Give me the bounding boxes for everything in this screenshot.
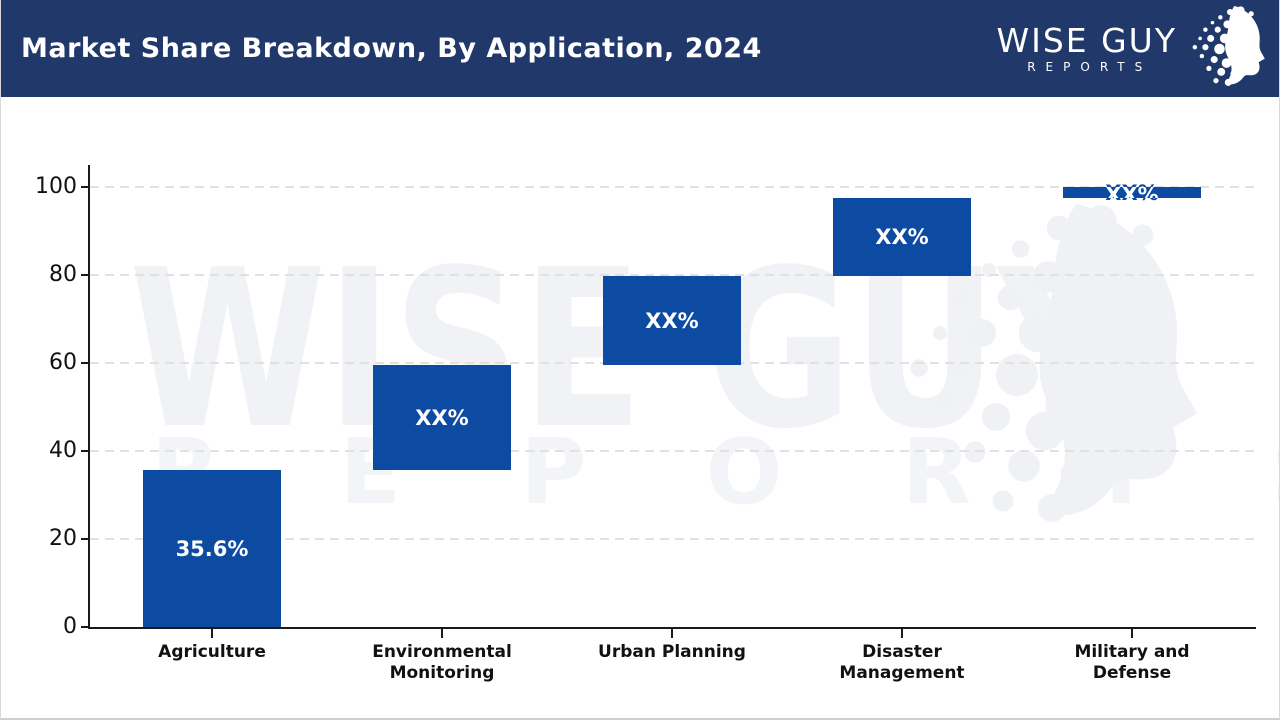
x-category-label: Military and Defense — [1074, 642, 1190, 684]
bar-2: XX%XX% — [373, 365, 511, 471]
bar-label-clip: XX% — [603, 276, 741, 365]
brand-logo: WISE GUY REPORTS — [996, 5, 1267, 93]
bar-value-label: XX% — [875, 225, 929, 250]
y-tick-mark — [81, 538, 89, 540]
x-category-label: Environmental Monitoring — [372, 642, 512, 684]
y-tick-mark — [81, 362, 89, 364]
gridline-40 — [90, 450, 1256, 452]
bar-rect — [1063, 187, 1201, 199]
x-category-label: Urban Planning — [598, 642, 746, 662]
bar-rect — [603, 275, 741, 366]
bar-label-clip: XX% — [1063, 187, 1201, 198]
y-tick-label: 20 — [49, 526, 77, 551]
bar-value-label: XX% — [1105, 187, 1158, 198]
y-tick-mark — [81, 450, 89, 452]
bar-rect — [373, 365, 511, 471]
bar-3: XX%XX% — [603, 275, 741, 366]
y-tick-mark — [81, 274, 89, 276]
bar-label-clip: 35.6% — [143, 470, 281, 627]
y-tick-label: 60 — [49, 350, 77, 375]
y-tick-mark — [81, 626, 89, 628]
y-tick-label: 100 — [35, 174, 77, 199]
x-axis-line — [88, 627, 1256, 629]
bar-value-label: 35.6% — [175, 536, 249, 561]
bar-1: 35.6%35.6% — [143, 470, 281, 627]
bar-rect — [833, 198, 971, 276]
bar-rect — [143, 470, 281, 627]
x-tick-mark — [441, 629, 443, 638]
x-category-label: Disaster Management — [839, 642, 965, 684]
gridline-100 — [90, 186, 1256, 188]
header-bar: Market Share Breakdown, By Application, … — [1, 0, 1279, 97]
x-tick-mark — [1131, 629, 1133, 638]
bar-label-clip: XX% — [833, 198, 971, 275]
bar-5: XX%XX% — [1063, 181, 1201, 205]
x-tick-mark — [211, 629, 213, 638]
bar-label-clip: XX% — [373, 365, 511, 470]
gridline-20 — [90, 538, 1256, 540]
x-tick-mark — [671, 629, 673, 638]
brand-name: WISE GUY — [996, 21, 1177, 60]
brand-wordmark: WISE GUY REPORTS — [996, 24, 1177, 73]
brand-subname: REPORTS — [1027, 60, 1153, 74]
y-axis-line — [88, 165, 90, 629]
x-tick-mark — [901, 629, 903, 638]
y-tick-label: 40 — [49, 438, 77, 463]
y-tick-label: 0 — [63, 614, 77, 639]
brand-face-icon — [1179, 5, 1267, 93]
bar-value-label: XX% — [645, 308, 699, 333]
x-category-label: Agriculture — [158, 642, 266, 662]
y-tick-mark — [81, 186, 89, 188]
bar-4: XX%XX% — [833, 198, 971, 276]
bar-value-label: XX% — [415, 405, 469, 430]
y-tick-label: 80 — [49, 262, 77, 287]
gridline-80 — [90, 274, 1256, 276]
page-title: Market Share Breakdown, By Application, … — [21, 33, 762, 64]
